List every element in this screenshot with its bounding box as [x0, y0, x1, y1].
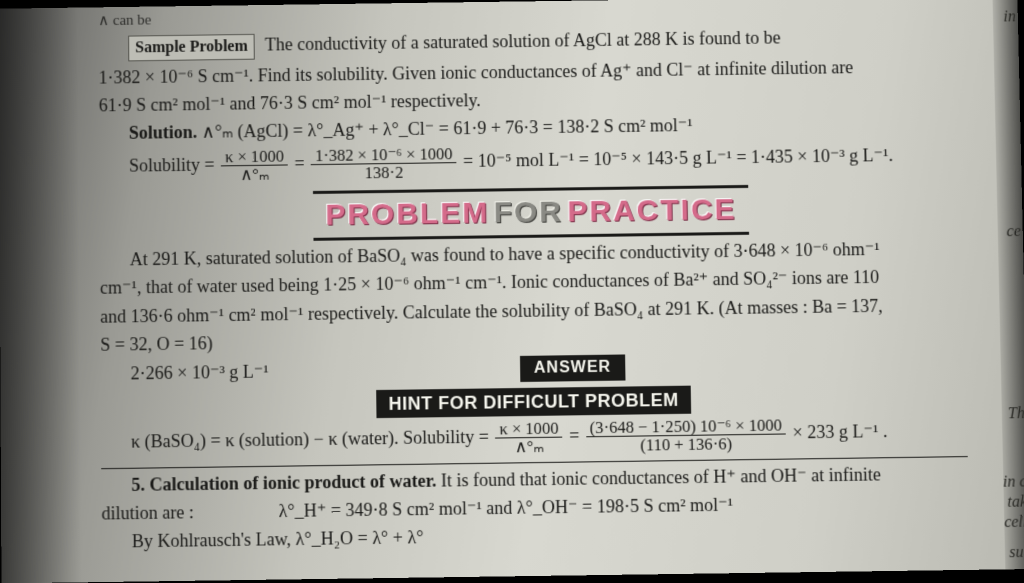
solubility-label: Solubility =	[129, 154, 215, 175]
right-sliver-4: in c	[1003, 471, 1024, 493]
section-5-text-a: It is found that ionic conductances of H…	[436, 464, 881, 490]
heading-inner: PROBLEM FOR PRACTICE	[313, 184, 749, 240]
right-sliver-5: tak	[1007, 491, 1024, 513]
hint-frac-1: κ × 1000 ∧°ₘ	[495, 420, 563, 457]
sample-text-1: The conductivity of a saturated solution…	[265, 28, 781, 55]
frac1-num: κ × 1000	[221, 147, 288, 166]
problem-for-practice-heading: PROBLEM FOR PRACTICE	[99, 181, 963, 243]
heading-word-problem: PROBLEM	[325, 196, 489, 231]
hint-frac1-den: ∧°ₘ	[495, 438, 562, 456]
solution-label: Solution.	[129, 122, 198, 143]
heading-word-practice: PRACTICE	[567, 193, 737, 228]
frac2-num: 1·382 × 10⁻⁶ × 1000	[311, 145, 457, 165]
right-sliver-3: Th	[1008, 403, 1024, 425]
right-sliver-2: ce	[1006, 221, 1021, 243]
right-sliver-1: in	[1003, 6, 1016, 28]
hint-frac-2: (3·648 − 1·250) 10⁻⁶ × 1000 (110 + 136·6…	[586, 417, 787, 456]
section-5-line-2a: dilution are :	[101, 502, 193, 523]
answer-label: ANSWER	[520, 355, 626, 382]
hint-frac2-den: (110 + 136·6)	[586, 435, 787, 455]
hint-equation: κ (BaSO₄) = κ (solution) − κ (water). So…	[131, 414, 968, 462]
hint-eq-sign: =	[569, 425, 579, 445]
solubility-tail: = 10⁻⁵ mol L⁻¹ = 10⁻⁵ × 143·5 g L⁻¹ = 1·…	[463, 145, 893, 171]
section-5-line-2b: λ°_H⁺ = 349·8 S cm² mol⁻¹ and λ°_OH⁻ = 1…	[279, 495, 734, 522]
right-sliver-7: sul	[1009, 542, 1024, 564]
frac2-den: 138·2	[311, 163, 457, 182]
answer-value: 2·266 × 10⁻³ g L⁻¹	[131, 362, 269, 384]
solubility-line: Solubility = κ × 1000 ∧°ₘ = 1·382 × 10⁻⁶…	[129, 138, 962, 185]
hint-tail: × 233 g L⁻¹ .	[792, 421, 887, 442]
hint-lhs: κ (BaSO₄) = κ (solution) − κ (water). So…	[131, 427, 489, 452]
section-5-title: 5. Calculation of ionic product of water…	[131, 470, 436, 494]
heading-word-for: FOR	[493, 195, 563, 229]
textbook-page: ∧ can be Sample Problem The conductivity…	[0, 0, 1024, 583]
right-sliver-6: cell	[1004, 512, 1024, 534]
solubility-frac-1: κ × 1000 ∧°ₘ	[221, 147, 288, 184]
solubility-frac-2: 1·382 × 10⁻⁶ × 1000 138·2	[311, 145, 457, 183]
frac1-den: ∧°ₘ	[221, 166, 288, 184]
solution-eq-1: ∧°ₘ (AgCl) = λ°_Ag⁺ + λ°_Cl⁻ = 61·9 + 76…	[202, 116, 693, 143]
eq-sign-1: =	[294, 153, 304, 173]
sample-problem-label: Sample Problem	[128, 34, 255, 61]
hint-label: HINT FOR DIFFICULT PROBLEM	[376, 385, 691, 418]
hint-frac1-num: κ × 1000	[495, 420, 562, 439]
